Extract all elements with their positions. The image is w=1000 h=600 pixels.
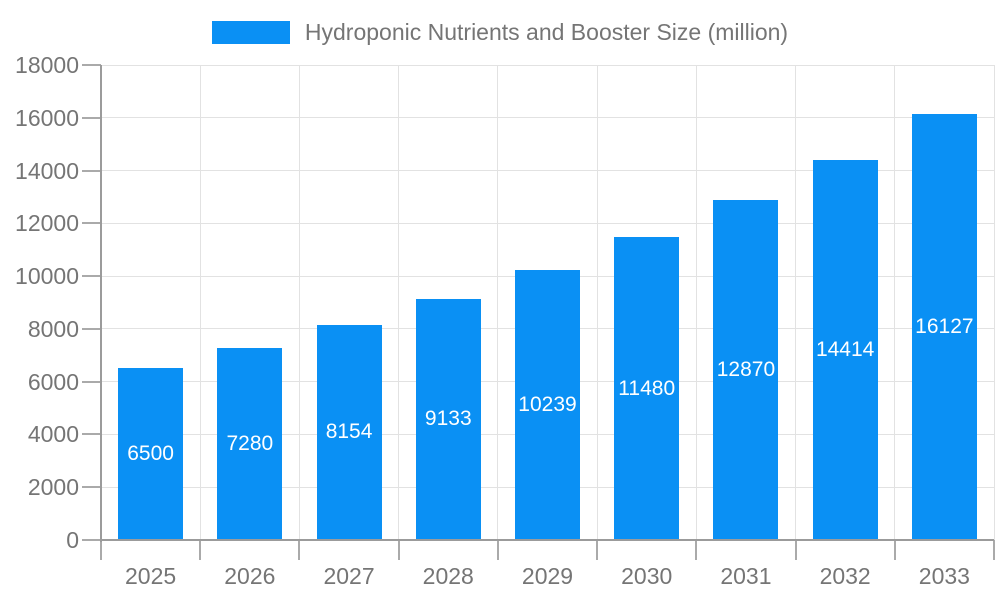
y-axis-label: 14000 [15,157,79,184]
y-axis-tick [82,222,101,225]
x-axis-label: 2025 [125,563,177,589]
y-axis-tick [82,433,101,436]
gridline-horizontal [101,64,994,66]
x-axis-tick [695,540,698,560]
y-axis-label: 2000 [27,474,79,501]
bar-value-label: 7280 [226,431,274,455]
x-axis-tick [893,540,896,560]
x-axis-tick [199,540,202,560]
x-axis-label: 2027 [323,563,375,589]
x-axis-tick [496,540,499,560]
x-axis-label: 2032 [819,563,871,589]
y-axis-label: 4000 [27,421,79,448]
gridline-horizontal [101,222,994,224]
y-axis-label: 8000 [27,315,79,342]
y-axis-tick [82,64,101,66]
gridline-vertical [993,65,995,540]
bar[interactable]: 6500 [118,368,184,540]
y-axis-tick [82,169,101,172]
bar[interactable]: 16127 [911,114,977,540]
x-axis-label: 2031 [720,563,772,589]
gridline-vertical [398,65,400,540]
x-axis-tick [397,540,400,560]
bar[interactable]: 14414 [812,159,878,540]
bar[interactable]: 12870 [713,200,779,540]
y-axis-tick [82,486,101,489]
bar[interactable]: 8154 [316,324,382,540]
y-axis-tick [82,275,101,278]
bar-value-label: 12870 [716,358,776,382]
y-axis-label: 12000 [15,210,79,237]
y-axis-tick [82,327,101,330]
gridline-vertical [695,65,697,540]
bar-value-label: 10239 [518,392,577,416]
bar-value-label: 9133 [424,407,472,431]
gridline-vertical [894,65,896,540]
x-axis-tick [794,540,797,560]
y-axis-label: 0 [66,527,79,553]
x-axis-label: 2026 [224,563,276,589]
bar-value-label: 6500 [127,442,174,466]
bar-value-label: 14414 [815,337,875,361]
x-axis-label: 2029 [521,563,574,589]
x-axis-tick [993,540,995,560]
legend-label: Hydroponic Nutrients and Booster Size (m… [304,19,789,45]
y-axis-tick [82,380,101,383]
gridline-horizontal [101,117,994,119]
y-axis-label: 10000 [15,263,79,290]
bar[interactable]: 7280 [217,347,283,540]
bar[interactable]: 11480 [614,237,680,540]
gridline-vertical [298,65,300,540]
bar-value-label: 16127 [915,315,974,339]
x-axis-label: 2030 [621,563,673,589]
x-axis-tick [100,540,102,560]
y-axis-label: 18000 [15,52,79,78]
gridline-vertical [596,65,598,540]
y-axis-tick [82,116,101,119]
gridline-horizontal [101,170,994,172]
x-axis-label: 2028 [422,563,474,589]
gridline-vertical [497,65,499,540]
y-axis-line [100,65,102,542]
x-axis-line [101,539,994,541]
bar-value-label: 11480 [618,376,676,400]
bar[interactable]: 9133 [415,298,481,540]
bar[interactable]: 10239 [515,269,580,540]
y-axis-tick [82,539,101,541]
chart-legend[interactable]: Hydroponic Nutrients and Booster Size (m… [0,18,1000,46]
x-axis-label: 2033 [918,563,970,589]
gridline-vertical [795,65,797,540]
x-axis-tick [596,540,599,560]
bar-value-label: 8154 [325,420,373,444]
gridline-vertical [199,65,201,540]
y-axis-label: 16000 [15,104,79,131]
legend-swatch [211,20,290,44]
y-axis-label: 6000 [27,368,79,395]
x-axis-tick [298,540,301,560]
